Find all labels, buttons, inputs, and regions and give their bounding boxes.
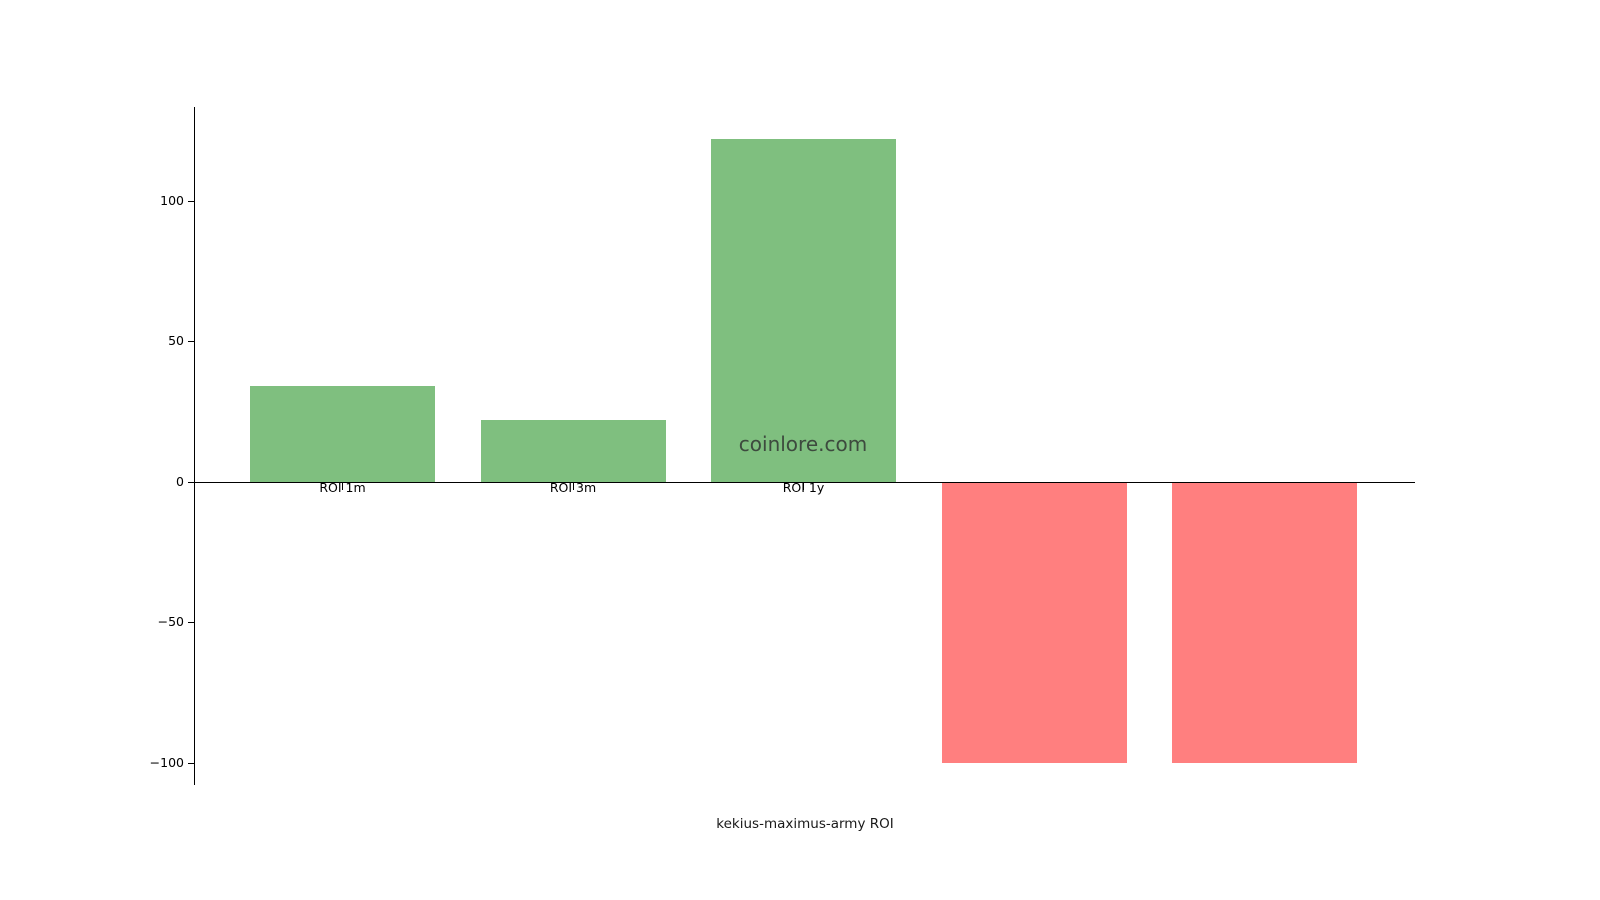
bar (711, 139, 896, 482)
y-tick (188, 762, 194, 764)
x-axis-line (194, 481, 1415, 483)
y-tick-label: 0 (176, 473, 184, 489)
y-tick-label: 50 (168, 333, 184, 348)
bar (941, 482, 1127, 763)
x-tick-label: ROI 1y (782, 480, 825, 495)
x-tick (572, 482, 574, 490)
y-axis-spine (194, 107, 195, 785)
chart-title: kekius-maximus-army ROI (716, 816, 894, 832)
y-tick-label: −50 (157, 614, 184, 629)
x-tick-label: ROI 3m (549, 480, 597, 495)
y-tick (188, 200, 194, 202)
bar (480, 420, 666, 482)
y-tick (188, 622, 194, 623)
x-tick (803, 482, 804, 490)
bar (250, 386, 435, 482)
x-tick (342, 482, 343, 490)
y-tick-label: 100 (160, 192, 184, 208)
y-tick (188, 341, 194, 342)
x-tick-label: ROI 1m (319, 480, 366, 495)
bar (1172, 482, 1357, 763)
y-tick (188, 481, 194, 483)
y-tick-label: −100 (149, 754, 184, 770)
watermark: coinlore.com (738, 432, 868, 456)
